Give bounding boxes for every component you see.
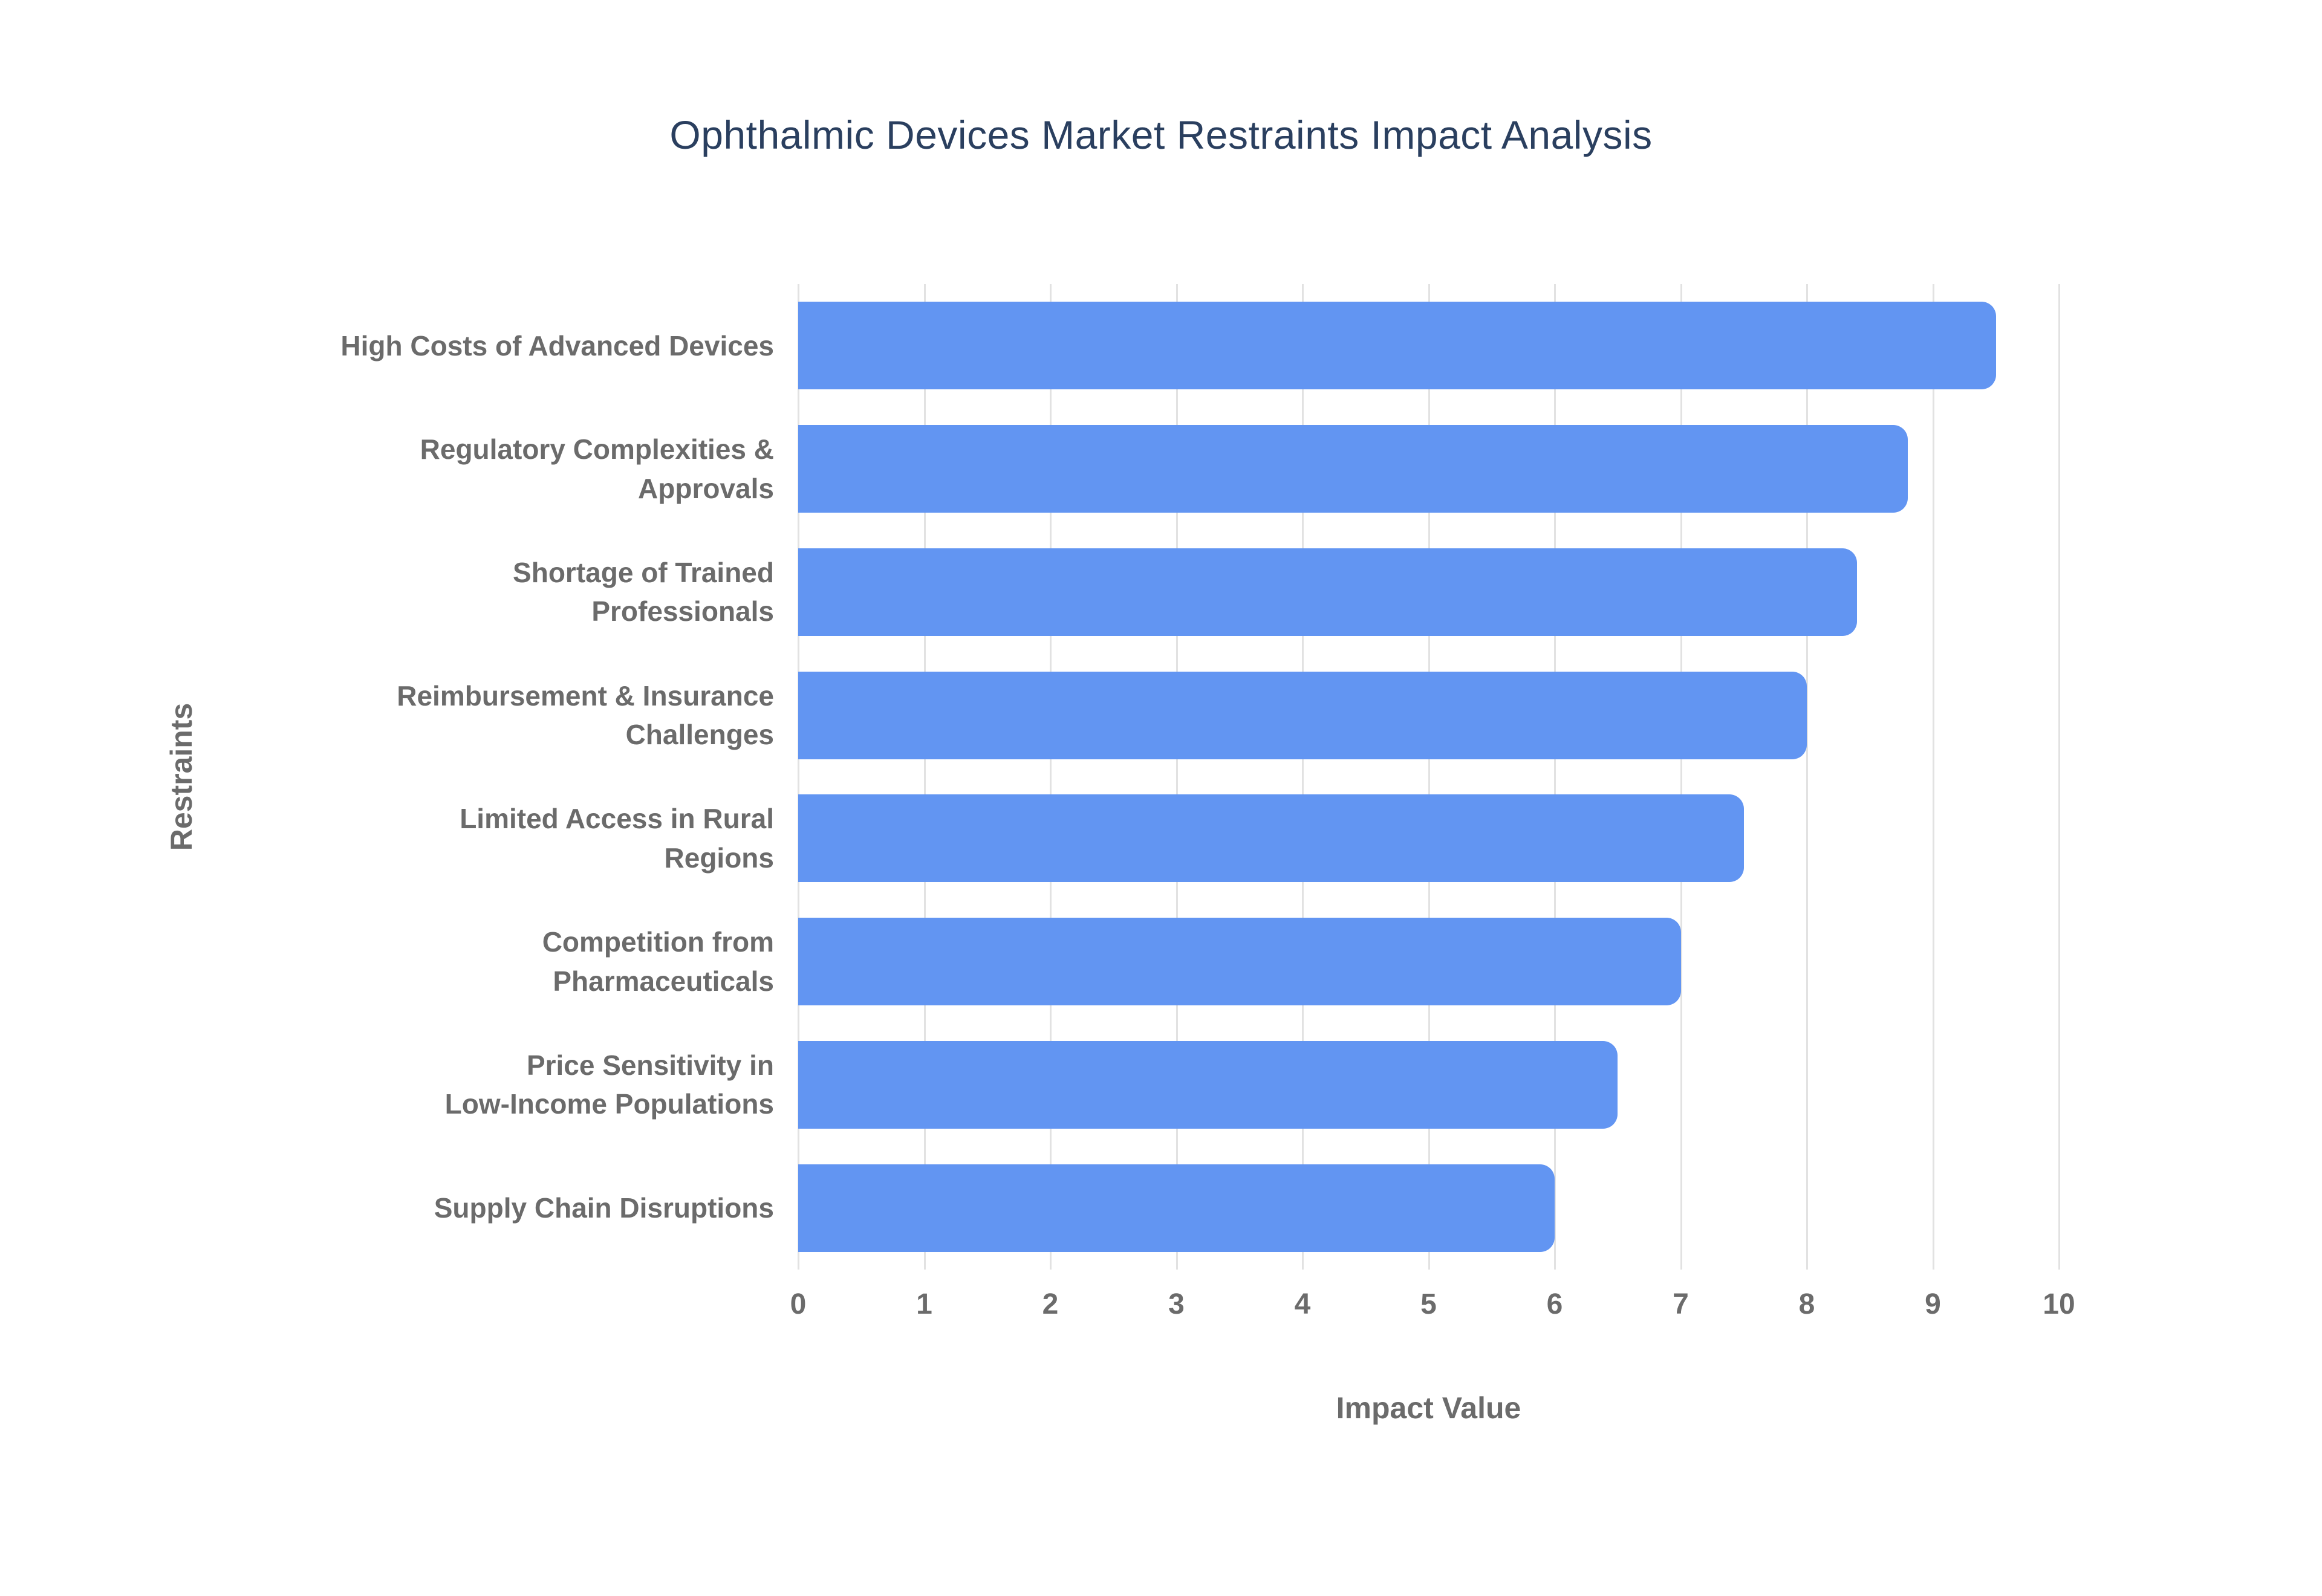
gridline <box>1680 284 1682 1270</box>
y-axis-labels: High Costs of Advanced Devices Regulatory… <box>206 284 774 1270</box>
x-tick-label: 1 <box>916 1288 932 1320</box>
bar-row <box>798 284 2059 407</box>
y-category-label: Reimbursement & Insurance Challenges <box>397 680 774 751</box>
bar <box>798 1040 1618 1129</box>
gridline <box>1806 284 1808 1270</box>
y-label-row: Competition from Pharmaceuticals <box>206 900 774 1023</box>
gridline <box>1302 284 1304 1270</box>
x-axis-title: Impact Value <box>1336 1391 1521 1425</box>
y-axis-title: Restraints <box>164 702 198 851</box>
y-label-row: Price Sensitivity in Low-Income Populatio… <box>206 1023 774 1147</box>
y-category-label: Price Sensitivity in Low-Income Populatio… <box>444 1049 774 1120</box>
x-tick-label: 10 <box>2043 1288 2075 1320</box>
y-label-row: Reimbursement & Insurance Challenges <box>206 654 774 777</box>
x-tick-label: 8 <box>1798 1288 1815 1320</box>
gridline <box>1932 284 1934 1270</box>
bar <box>798 1164 1555 1252</box>
x-tick-label: 5 <box>1420 1288 1437 1320</box>
x-tick-label: 0 <box>790 1288 807 1320</box>
x-tick-label: 6 <box>1546 1288 1563 1320</box>
bar-row <box>798 1023 2059 1147</box>
bar <box>798 548 1858 636</box>
x-tick-labels: 0 1 2 3 4 5 6 7 8 9 10 <box>790 1288 2075 1336</box>
gridline <box>1428 284 1430 1270</box>
gridline <box>1050 284 1052 1270</box>
gridlines <box>798 284 2060 1270</box>
y-label-row: Regulatory Complexities & Approvals <box>206 407 774 531</box>
x-tick-label: 2 <box>1042 1288 1059 1320</box>
gridline <box>1554 284 1556 1270</box>
gridline <box>923 284 926 1270</box>
y-label-row: Shortage of Trained Professionals <box>206 531 774 654</box>
bar-row <box>798 900 2059 1023</box>
bar-row <box>798 777 2059 900</box>
y-category-label: High Costs of Advanced Devices <box>340 329 774 362</box>
y-category-label: Supply Chain Disruptions <box>434 1192 774 1224</box>
bar-row <box>798 1146 2059 1270</box>
gridline <box>2058 284 2060 1270</box>
bar <box>798 671 1807 759</box>
bar-row <box>798 654 2059 777</box>
gridline <box>1176 284 1178 1270</box>
y-label-row: Supply Chain Disruptions <box>206 1146 774 1270</box>
y-category-label: Limited Access in Rural Regions <box>460 803 774 874</box>
bar <box>798 302 1996 390</box>
y-label-row: High Costs of Advanced Devices <box>206 284 774 407</box>
x-tick-label: 9 <box>1925 1288 1941 1320</box>
bar <box>798 794 1744 883</box>
bars <box>798 284 2059 1270</box>
chart-title: Ophthalmic Devices Market Restraints Imp… <box>669 112 1653 157</box>
bar-row <box>798 407 2059 531</box>
bar-row <box>798 531 2059 654</box>
x-tick-label: 3 <box>1168 1288 1185 1320</box>
bar <box>798 425 1908 513</box>
y-category-label: Shortage of Trained Professionals <box>513 556 774 628</box>
y-category-label: Competition from Pharmaceuticals <box>542 926 774 997</box>
plot-area <box>798 284 2060 1270</box>
x-tick-label: 4 <box>1294 1288 1311 1320</box>
x-tick-label: 7 <box>1673 1288 1689 1320</box>
bar <box>798 918 1681 1006</box>
y-category-label: Regulatory Complexities & Approvals <box>420 433 774 504</box>
y-label-row: Limited Access in Rural Regions <box>206 777 774 900</box>
gridline <box>798 284 799 1270</box>
